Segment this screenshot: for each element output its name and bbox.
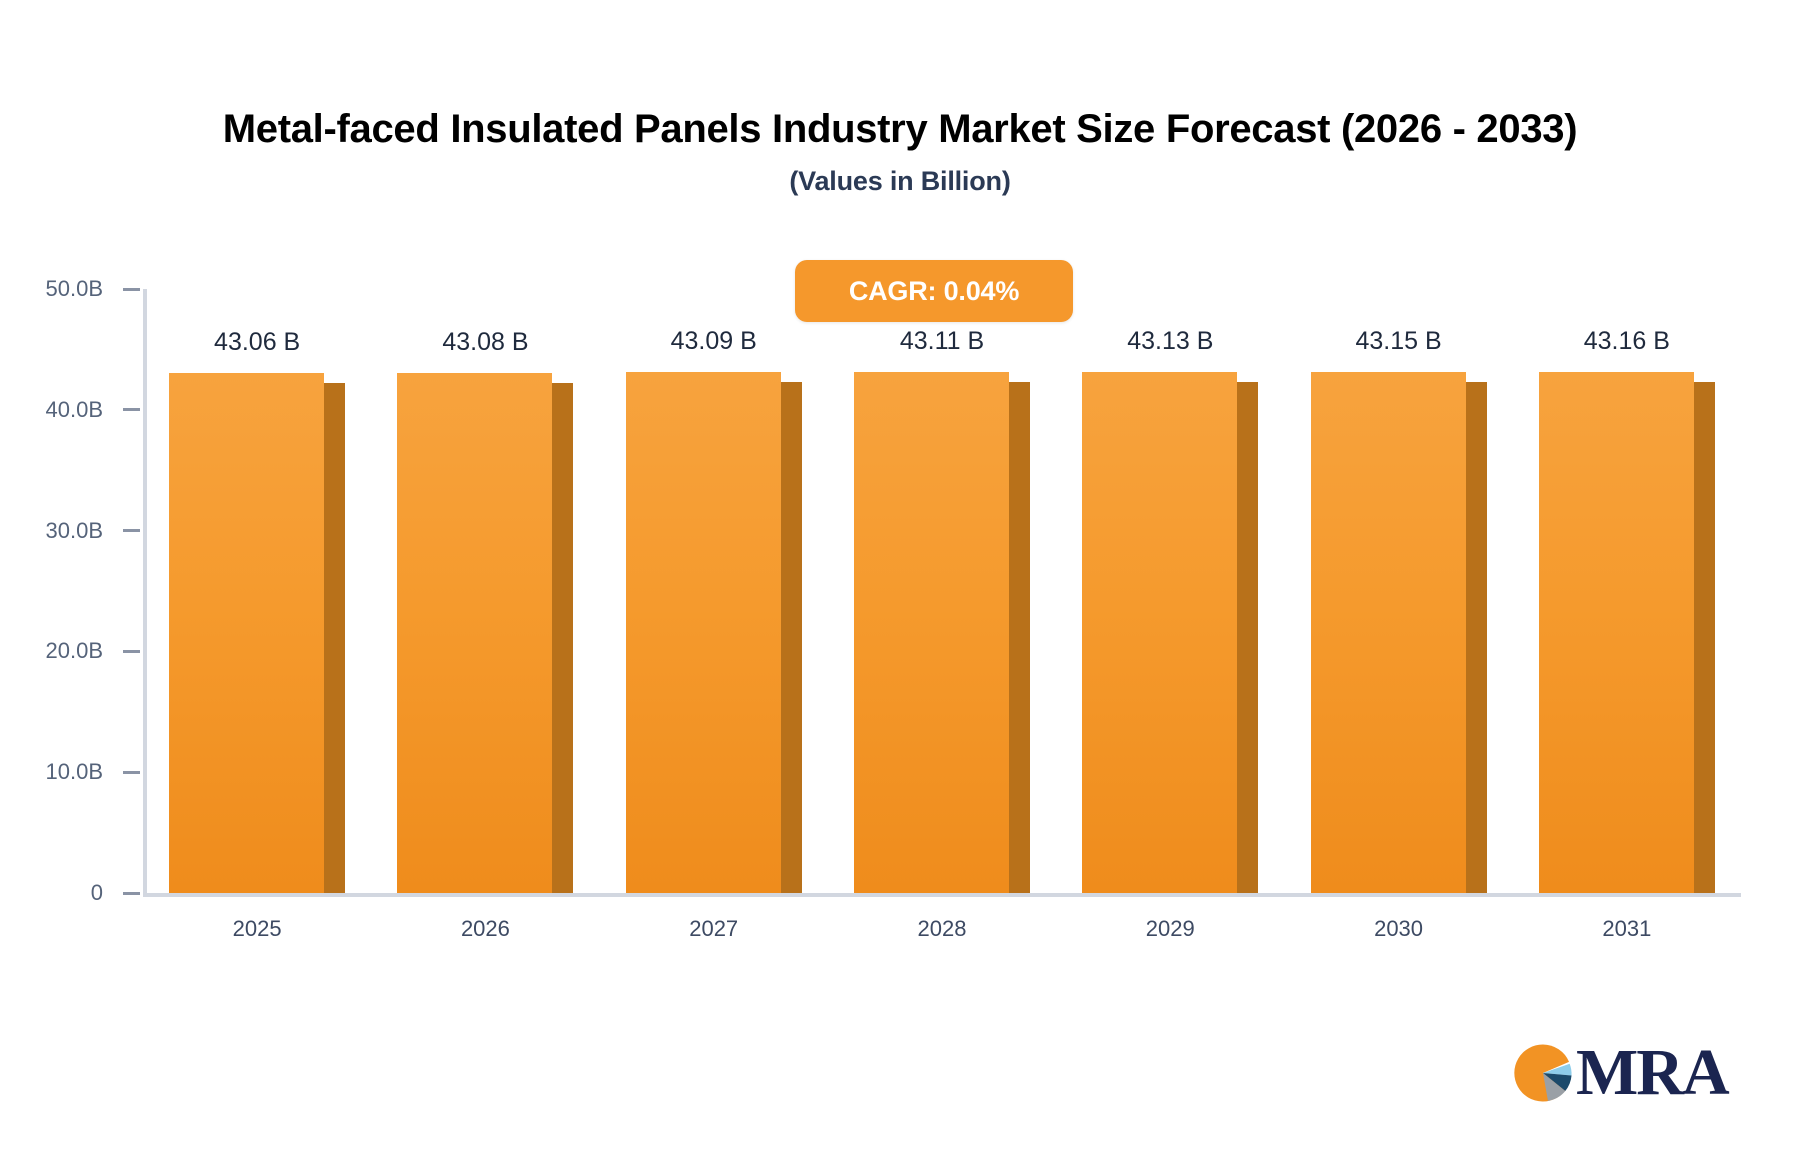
bar-front-face: [1538, 371, 1694, 893]
y-axis-tick-label: 30.0B: [45, 517, 104, 543]
bar-front-face: [1082, 372, 1238, 893]
bar-side-face: [780, 382, 802, 893]
bar-front-face: [397, 372, 553, 893]
bar-front-face: [1310, 371, 1466, 893]
pie-chart-icon: [1512, 1042, 1574, 1104]
x-axis-tick-label: 2028: [917, 916, 967, 941]
bar-group[interactable]: 43.13 B: [1082, 289, 1259, 893]
bar-value-label: 43.06 B: [214, 327, 301, 356]
x-axis-tick-label: 2029: [1145, 916, 1195, 941]
logo: MRA: [1512, 1036, 1730, 1109]
x-axis-tick-label: 2027: [689, 916, 739, 941]
bar[interactable]: [1310, 371, 1487, 893]
bar-group[interactable]: 43.09 B: [625, 289, 802, 893]
y-axis-tick-mark: [123, 649, 140, 653]
y-axis-tick: 40.0B: [0, 397, 140, 423]
title-block: Metal-faced Insulated Panels Industry Ma…: [0, 108, 1800, 197]
bars-layer: 43.06 B 43.08 B 43.09 B 43.11 B 43.13 B 43.15…: [143, 289, 1741, 893]
y-axis-tick-mark: [123, 770, 140, 774]
y-axis-tick-label: 20.0B: [45, 638, 104, 664]
y-axis-tick-mark: [123, 287, 140, 291]
chart-subtitle: (Values in Billion): [789, 166, 1011, 196]
bar-front-face: [625, 372, 781, 893]
y-axis-tick: 10.0B: [0, 759, 140, 785]
y-axis-tick-label: 50.0B: [45, 276, 104, 301]
x-axis-line: [143, 893, 1741, 897]
bar-side-face: [324, 382, 346, 893]
y-axis-tick: 20.0B: [0, 638, 140, 664]
page-title: Metal-faced Insulated Panels Industry Ma…: [222, 107, 1578, 151]
y-axis-tick-label: 40.0B: [45, 396, 104, 422]
bar-group[interactable]: 43.11 B: [854, 289, 1030, 893]
y-axis-tick-label: 0: [90, 880, 103, 905]
logo-text: MRA: [1576, 1036, 1730, 1109]
y-axis-tick: 50.0B: [0, 276, 140, 302]
bar-front-face: [169, 372, 325, 893]
y-axis-line: [143, 289, 147, 897]
y-axis-tick-mark: [123, 891, 140, 895]
y-axis-tick-mark: [123, 408, 140, 412]
bar-group[interactable]: 43.06 B: [169, 289, 346, 893]
bar[interactable]: [854, 372, 1030, 893]
x-axis-tick-label: 2025: [232, 916, 282, 941]
bar[interactable]: [169, 372, 346, 893]
bar-side-face: [1009, 382, 1030, 893]
bar-group[interactable]: 43.08 B: [397, 289, 574, 893]
bar-side-face: [1693, 381, 1715, 893]
cagr-badge: CAGR: 0.04%: [795, 260, 1073, 322]
bar[interactable]: [1082, 372, 1259, 893]
bar-value-label: 43.08 B: [442, 327, 529, 356]
y-axis-tick: 30.0B: [0, 518, 140, 544]
y-axis-tick-label: 10.0B: [45, 759, 104, 785]
bar-value-label: 43.15 B: [1355, 326, 1442, 355]
x-axis-tick-label: 2026: [460, 916, 510, 941]
bar-value-label: 43.16 B: [1583, 326, 1670, 355]
bar-side-face: [1465, 381, 1487, 893]
x-axis-tick-label: 2031: [1602, 916, 1652, 941]
bar[interactable]: [397, 372, 574, 893]
bar[interactable]: [1538, 371, 1715, 893]
bar-value-label: 43.13 B: [1127, 327, 1214, 355]
bar-group[interactable]: 43.15 B: [1310, 289, 1487, 893]
y-axis-tick: 0: [0, 880, 140, 906]
bar-side-face: [552, 382, 574, 893]
bar-group[interactable]: 43.16 B: [1538, 289, 1715, 893]
bar-side-face: [1237, 382, 1259, 893]
bar[interactable]: [625, 372, 802, 893]
bar-front-face: [854, 372, 1009, 893]
bar-value-label: 43.11 B: [899, 327, 985, 356]
x-axis-tick-label: 2030: [1374, 916, 1424, 941]
bar-value-label: 43.09 B: [670, 327, 757, 356]
y-axis-tick-mark: [123, 529, 140, 533]
cagr-badge-label: CAGR: 0.04%: [848, 275, 1020, 306]
